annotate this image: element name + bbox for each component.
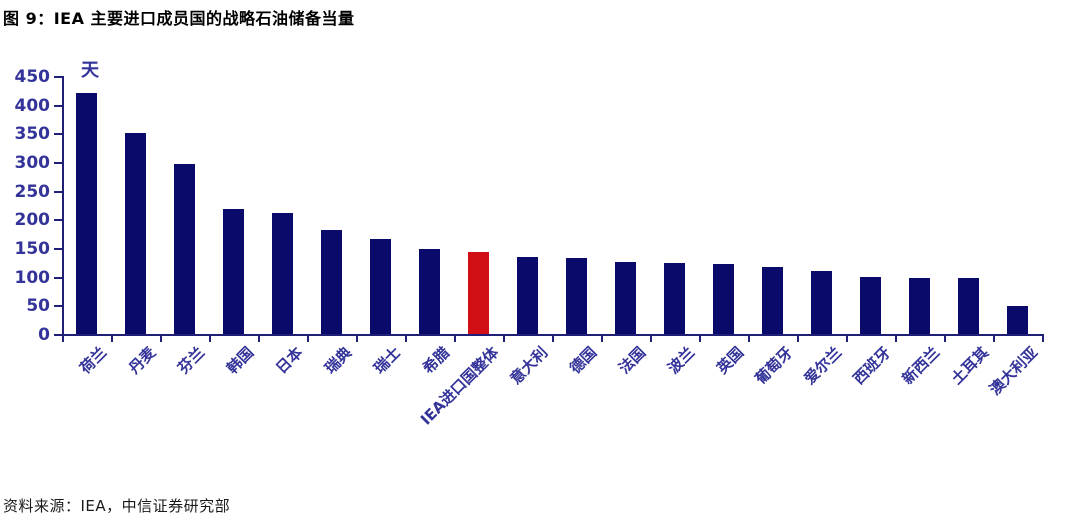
y-tick-label: 150 [14,239,51,259]
x-tick-mark [944,334,946,342]
y-tick-label: 450 [14,67,51,87]
bar-澳大利亚 [1007,305,1028,334]
x-tick-mark [552,334,554,342]
x-tick-mark [748,334,750,342]
bar-西班牙 [860,276,881,334]
footer-rule [0,483,1080,486]
y-axis-unit-label: 天 [81,60,99,81]
x-tick-mark [797,334,799,342]
y-tick-label: 250 [14,181,51,202]
y-tick-label: 400 [14,95,51,116]
y-tick-mark [54,305,62,308]
title-underline [0,30,1080,33]
y-tick-label: 100 [14,267,51,288]
y-tick-mark [54,219,62,222]
bar-丹麦 [125,133,146,334]
y-tick-mark [54,276,62,279]
bar-新西兰 [909,277,930,334]
bar-荷兰 [76,93,97,334]
x-tick-mark [160,334,162,342]
x-tick-mark [601,334,603,342]
y-tick-mark [54,190,62,193]
bar-IEA进口国整体 [468,252,489,334]
y-tick-label: 350 [14,124,51,145]
bar-波兰 [664,262,685,334]
x-tick-mark [454,334,456,342]
x-tick-mark [993,334,995,342]
x-tick-mark [699,334,701,342]
y-tick-mark [54,248,62,250]
bar-葡萄牙 [762,267,783,334]
source-note: 资料来源：IEA，中信证券研究部 [3,497,231,515]
bar-瑞典 [321,229,342,334]
x-tick-mark [258,334,260,342]
y-tick-label: 300 [14,153,51,173]
bar-德国 [566,257,587,334]
bar-意大利 [517,256,538,334]
bar-希腊 [419,249,440,334]
x-tick-mark [62,334,64,342]
y-tick-mark [54,133,62,136]
bar-瑞士 [370,238,391,334]
y-tick-mark [54,334,62,336]
bar-日本 [272,213,293,334]
figure-title: 图 9：IEA 主要进口成员国的战略石油储备当量 [3,9,355,28]
x-tick-mark [209,334,211,342]
bar-爱尔兰 [811,270,832,334]
x-tick-mark [1042,334,1044,342]
bar-英国 [713,264,734,334]
bar-芬兰 [174,163,195,334]
x-tick-mark [895,334,897,342]
y-tick-mark [54,162,62,164]
x-tick-mark [503,334,505,342]
y-tick-label: 0 [38,325,50,345]
y-axis-line [62,76,64,341]
x-tick-mark [846,334,848,342]
bar-韩国 [223,209,244,334]
x-tick-mark [405,334,407,342]
x-tick-mark [111,334,113,342]
y-tick-label: 200 [14,210,51,231]
y-tick-mark [54,76,62,78]
bar-土耳其 [958,278,979,334]
y-tick-mark [54,104,62,107]
bar-法国 [615,262,636,334]
x-tick-mark [307,334,309,342]
y-tick-label: 50 [26,296,50,317]
x-tick-mark [650,334,652,342]
x-tick-mark [356,334,358,342]
